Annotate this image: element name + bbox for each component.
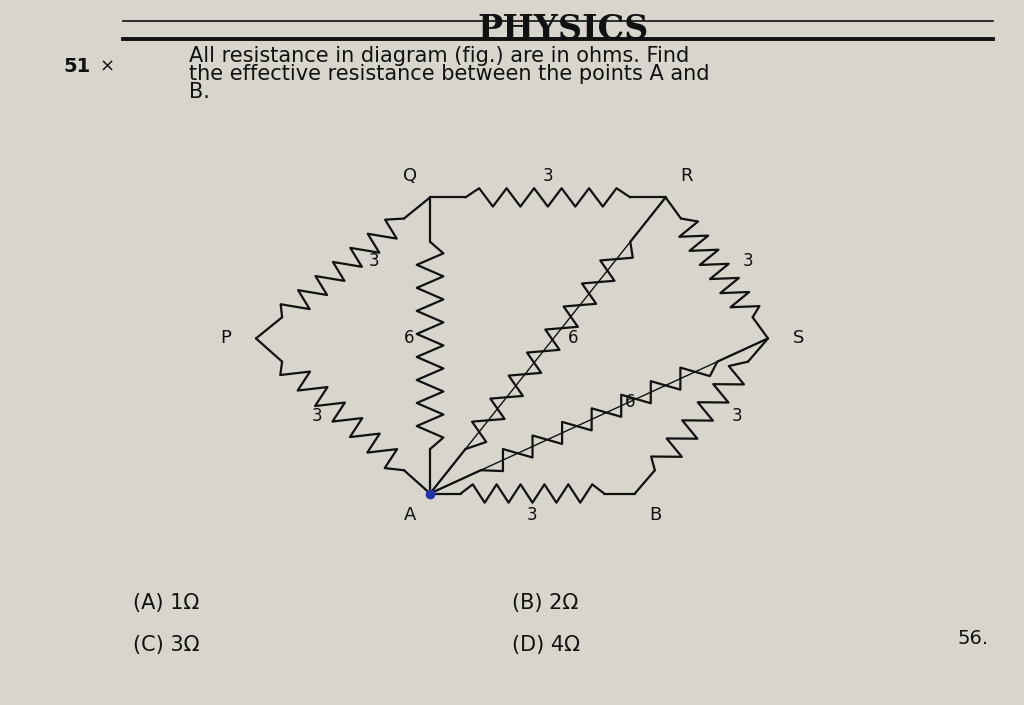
Text: 6: 6 (568, 329, 579, 348)
Text: (D) 4Ω: (D) 4Ω (512, 635, 580, 655)
Text: 6: 6 (404, 329, 415, 348)
Text: 3: 3 (527, 505, 538, 524)
Text: 51: 51 (63, 58, 90, 76)
Text: S: S (793, 329, 805, 348)
Text: All resistance in diagram (fig.) are in ohms. Find: All resistance in diagram (fig.) are in … (189, 47, 690, 66)
Text: B.: B. (189, 82, 210, 102)
Text: (B) 2Ω: (B) 2Ω (512, 593, 579, 613)
Text: 6: 6 (625, 393, 635, 411)
Text: (C) 3Ω: (C) 3Ω (133, 635, 200, 655)
Text: 3: 3 (742, 252, 753, 270)
Text: the effective resistance between the points A and: the effective resistance between the poi… (189, 64, 710, 84)
Text: R: R (680, 167, 692, 185)
Text: A: A (403, 505, 416, 524)
Text: 56.: 56. (957, 629, 988, 647)
Text: ×: × (100, 58, 115, 76)
Text: 3: 3 (312, 407, 323, 425)
Text: (A) 1Ω: (A) 1Ω (133, 593, 200, 613)
Text: PHYSICS: PHYSICS (477, 13, 649, 46)
Text: P: P (220, 329, 230, 348)
Text: B: B (649, 505, 662, 524)
Text: 3: 3 (543, 167, 553, 185)
Text: 3: 3 (732, 407, 742, 425)
Text: Q: Q (402, 167, 417, 185)
Text: 3: 3 (369, 252, 379, 270)
